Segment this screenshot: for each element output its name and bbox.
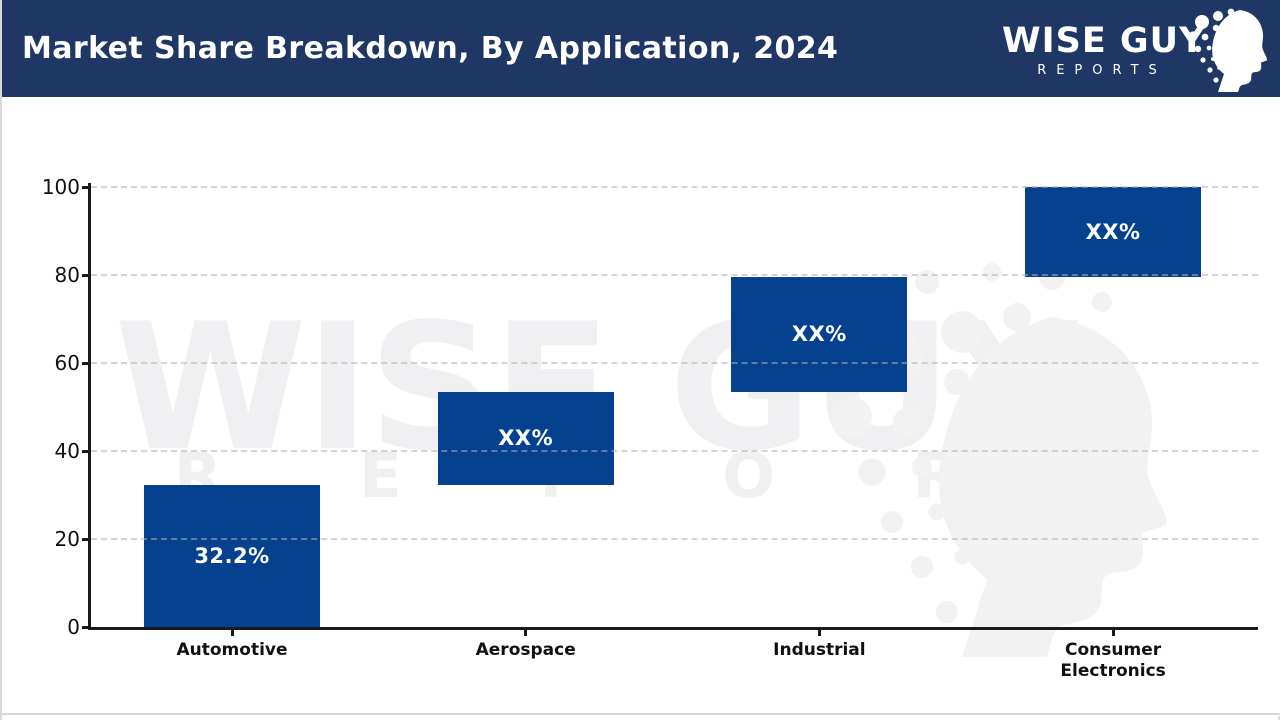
header-band: Market Share Breakdown, By Application, … <box>2 0 1280 97</box>
bar-value-label-aerospace: XX% <box>498 426 554 451</box>
y-tick-label-60: 60 <box>54 351 80 375</box>
x-category-label-automotive: Automotive <box>176 640 288 660</box>
plot-area: WISE GUY R E P O R T S <box>2 97 1280 716</box>
bar-automotive: 32.2% <box>144 485 320 627</box>
watermark-head-icon <box>832 263 1167 657</box>
y-axis-spine <box>88 183 91 630</box>
x-tick-mark-industrial <box>817 629 821 636</box>
chart-title: Market Share Breakdown, By Application, … <box>22 31 839 66</box>
grid-line-80 <box>91 274 1258 276</box>
y-tick-mark-60 <box>82 361 90 365</box>
bar-value-label-automotive: 32.2% <box>194 544 270 569</box>
x-tick-mark-automotive <box>230 629 234 636</box>
x-category-label-aerospace: Aerospace <box>475 640 576 660</box>
bar-aerospace: XX% <box>437 391 614 486</box>
x-tick-mark-consumer-electronics <box>1111 629 1115 636</box>
bar-consumer-electronics: XX% <box>1025 187 1202 278</box>
y-tick-mark-40 <box>82 449 90 453</box>
bar-value-label-industrial: XX% <box>791 322 847 347</box>
x-tick-mark-aerospace <box>524 629 528 636</box>
logo-wordmark: WISE GUY <box>1002 21 1206 61</box>
grid-line-60 <box>91 362 1258 364</box>
logo-subtitle: REPORTS <box>1037 63 1167 78</box>
bar-industrial: XX% <box>731 277 908 392</box>
y-tick-label-100: 100 <box>41 175 80 199</box>
y-tick-label-20: 20 <box>54 527 80 551</box>
y-tick-label-40: 40 <box>54 439 80 463</box>
x-axis-spine <box>88 627 1258 630</box>
y-tick-mark-0 <box>82 625 90 629</box>
y-tick-mark-20 <box>82 537 90 541</box>
bar-value-label-consumer-electronics: XX% <box>1085 220 1141 245</box>
grid-line-100 <box>91 186 1258 188</box>
wise-guy-logo: WISE GUY REPORTS <box>1002 8 1268 92</box>
x-category-label-industrial: Industrial <box>773 640 866 660</box>
grid-line-20 <box>91 538 1258 540</box>
y-tick-mark-80 <box>82 273 90 277</box>
y-tick-label-0: 0 <box>67 615 80 639</box>
y-tick-mark-100 <box>82 185 90 189</box>
figure-bottom-border <box>2 713 1280 715</box>
y-tick-label-80: 80 <box>54 263 80 287</box>
logo-text: WISE GUY REPORTS <box>1002 21 1206 78</box>
x-category-label-consumer-electronics: Consumer Electronics <box>1060 640 1166 681</box>
grid-line-40 <box>91 450 1258 452</box>
logo-head-icon <box>1188 8 1267 92</box>
